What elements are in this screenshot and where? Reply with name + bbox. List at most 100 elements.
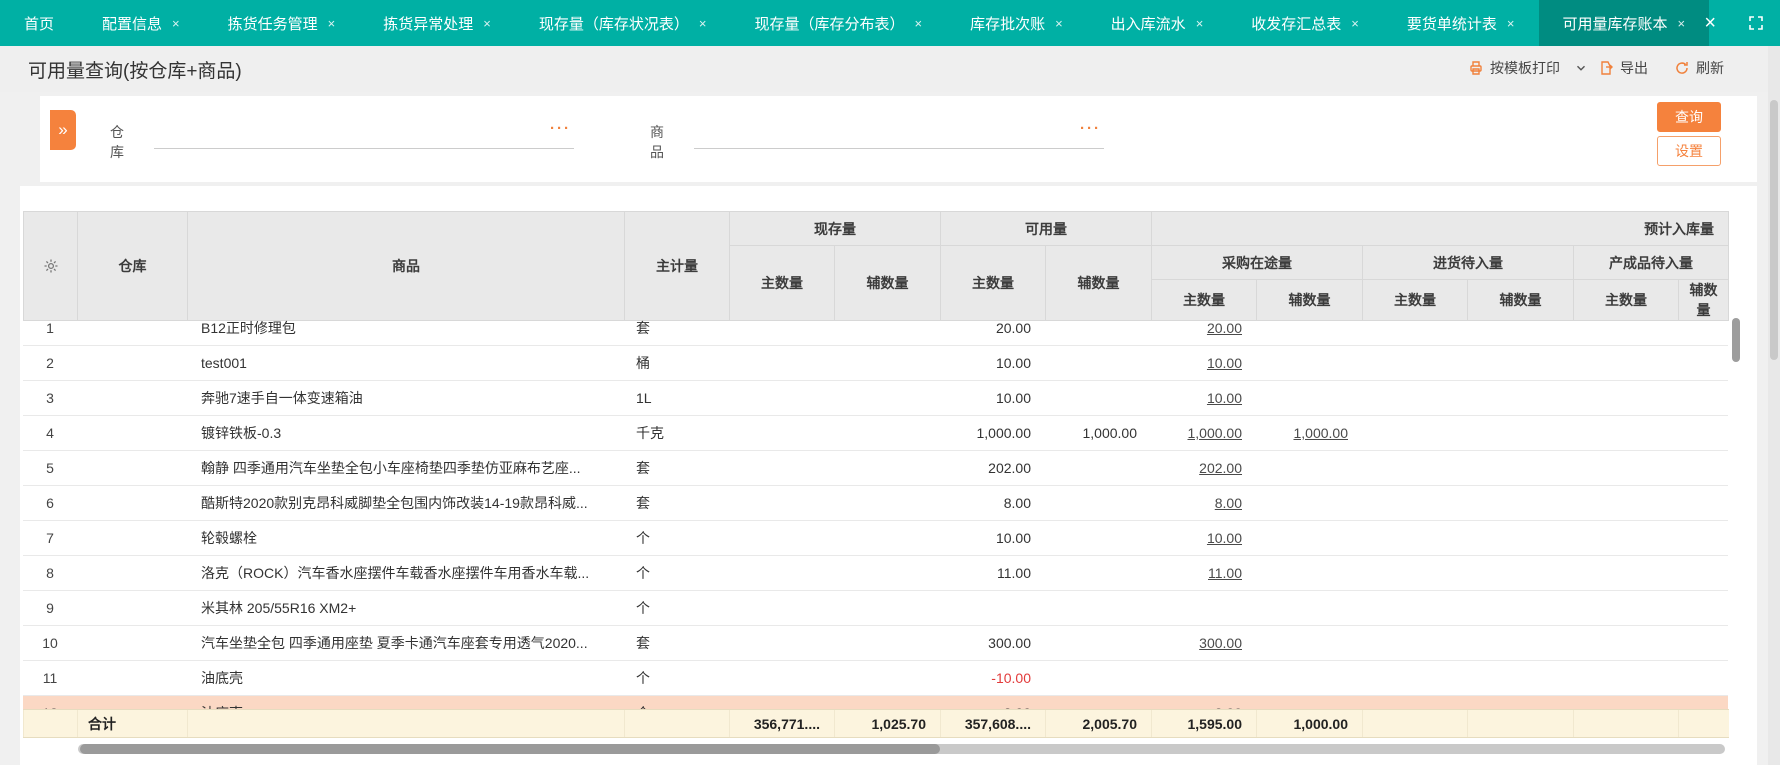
cell-num: 12	[23, 695, 77, 709]
tab-config[interactable]: 配置信息 ×	[78, 0, 204, 46]
cell-po_aux[interactable]: 1,000.00	[1256, 415, 1362, 451]
cell-po_main[interactable]: 11.00	[1151, 555, 1256, 591]
gear-icon[interactable]	[43, 258, 59, 274]
cell-po_aux	[1256, 311, 1362, 346]
cell-inbound_aux	[1467, 311, 1573, 346]
vertical-scrollbar-thumb[interactable]	[1732, 318, 1740, 362]
col-header-available-aux: 辅数量	[1045, 245, 1152, 321]
close-window-icon[interactable]: ×	[1704, 12, 1716, 34]
tab-pick-exception[interactable]: 拣货异常处理 ×	[359, 0, 515, 46]
tab-label: 现存量（库存状况表）	[538, 15, 689, 33]
tab-close-icon[interactable]: ×	[172, 15, 180, 31]
refresh-button[interactable]: 刷新	[1674, 58, 1724, 78]
cell-po_main[interactable]: 3.00	[1151, 695, 1256, 709]
print-by-template-button[interactable]: 按模板打印	[1468, 58, 1560, 78]
product-input[interactable]	[694, 114, 1104, 149]
tab-label: 要货单统计表	[1406, 15, 1497, 33]
table-row[interactable]: 6 酷斯特2020款别克昂科威脚垫全包围内饰改装14-19款昂科威... 套 8.00…	[23, 485, 1728, 521]
column-settings-cell	[23, 211, 78, 321]
cell-po_main[interactable]: 10.00	[1151, 345, 1256, 381]
tab-close-icon[interactable]: ×	[1677, 15, 1686, 31]
tab-close-icon[interactable]: ×	[698, 15, 707, 31]
cell-po_aux	[1256, 625, 1362, 661]
tab-inout-flow[interactable]: 出入库流水 ×	[1087, 0, 1228, 46]
cell-po_aux	[1256, 555, 1362, 591]
cell-po_main[interactable]: 202.00	[1151, 450, 1256, 486]
settings-button[interactable]: 设置	[1657, 136, 1721, 166]
horizontal-scrollbar-track[interactable]	[78, 744, 1725, 754]
table-row[interactable]: 8 洛克（ROCK）汽车香水座摆件车载香水座摆件车用香水车载... 个 11.00 11…	[23, 555, 1728, 591]
table-row[interactable]: 2 test001 桶 10.00 10.00	[23, 345, 1728, 381]
cell-po_main	[1151, 660, 1256, 696]
cell-product: test001	[187, 345, 624, 381]
group-header-finished-pending: 产成品待入量	[1572, 245, 1730, 280]
warehouse-input[interactable]	[154, 114, 574, 149]
cell-finished_aux	[1678, 660, 1728, 696]
cell-avail_main: 300.00	[940, 625, 1045, 661]
cell-po_main[interactable]: 10.00	[1151, 380, 1256, 416]
cell-po_aux	[1256, 380, 1362, 416]
tab-close-icon[interactable]: ×	[483, 15, 491, 31]
cell-inbound_aux	[1467, 625, 1573, 661]
cell-unit: 桶	[624, 345, 729, 381]
product-picker-icon[interactable]: ···	[1080, 120, 1101, 137]
tab-available-ledger[interactable]: 可用量库存账本 ×	[1538, 0, 1710, 46]
cell-inbound_main	[1362, 520, 1467, 556]
cell-avail_aux	[1045, 380, 1151, 416]
warehouse-picker-icon[interactable]: ···	[550, 120, 571, 137]
cell-avail_aux	[1045, 660, 1151, 696]
tab-summary[interactable]: 收发存汇总表 ×	[1227, 0, 1383, 46]
table-row[interactable]: 3 奔驰7速手自一体变速箱油 1L 10.00 10.00	[23, 380, 1728, 416]
panel-expander-button[interactable]: »	[50, 110, 76, 150]
cell-po_main[interactable]: 1,000.00	[1151, 415, 1256, 451]
tab-close-icon[interactable]: ×	[327, 15, 336, 31]
cell-po_main[interactable]: 10.00	[1151, 520, 1256, 556]
cell-po_main[interactable]: 20.00	[1151, 311, 1256, 346]
cell-po_main[interactable]: 8.00	[1151, 485, 1256, 521]
chevron-down-icon[interactable]	[1574, 61, 1588, 75]
tab-close-icon[interactable]: ×	[1351, 15, 1359, 31]
horizontal-scrollbar-thumb[interactable]	[80, 744, 940, 754]
cell-inbound_main	[1362, 345, 1467, 381]
cell-inbound_aux	[1467, 345, 1573, 381]
cell-inbound_main	[1362, 660, 1467, 696]
tab-close-icon[interactable]: ×	[1506, 15, 1515, 31]
tab-close-icon[interactable]: ×	[914, 15, 923, 31]
tab-request-stats[interactable]: 要货单统计表 ×	[1383, 0, 1539, 46]
table-row[interactable]: 4 镀锌铁板-0.3 千克 1,000.00 1,000.00 1,000.00 1,000…	[23, 415, 1728, 451]
table-row[interactable]: 10 汽车坐垫全包 四季通用座垫 夏季卡通汽车座套专用透气2020... 套 300.…	[23, 625, 1728, 661]
tab-stock-status[interactable]: 现存量（库存状况表） ×	[515, 0, 731, 46]
tab-close-icon[interactable]: ×	[1055, 15, 1063, 31]
page-scrollbar-thumb[interactable]	[1770, 100, 1778, 360]
cell-stock_aux	[834, 520, 940, 556]
cell-stock_aux	[834, 590, 940, 626]
cell-stock_aux	[834, 415, 940, 451]
table-row[interactable]: 5 翰静 四季通用汽车坐垫全包小车座椅垫四季垫仿亚麻布艺座... 套 202.00 20…	[23, 450, 1728, 486]
cell-avail_main: 8.00	[940, 485, 1045, 521]
tab-label: 收发存汇总表	[1251, 15, 1342, 33]
page-scrollbar-track[interactable]	[1768, 46, 1780, 765]
tab-home[interactable]: 首页	[0, 0, 78, 46]
tab-close-icon[interactable]: ×	[1195, 15, 1204, 31]
table-row[interactable]: 7 轮毂螺栓个 10.00 10.00	[23, 520, 1728, 556]
cell-stock_main	[729, 660, 834, 696]
cell-num: 7	[23, 520, 77, 556]
cell-product: 翰静 四季通用汽车坐垫全包小车座椅垫四季垫仿亚麻布艺座...	[187, 450, 624, 486]
cell-po_aux	[1256, 590, 1362, 626]
tab-batch-ledger[interactable]: 库存批次账 ×	[946, 0, 1087, 46]
table-row[interactable]: 1 B12正时修理包套 20.00 20.00	[23, 311, 1728, 346]
fullscreen-icon[interactable]	[1742, 11, 1770, 35]
tab-pick-task[interactable]: 拣货任务管理 ×	[204, 0, 360, 46]
cell-finished_main	[1573, 345, 1678, 381]
total-num	[23, 709, 78, 738]
cell-po_main[interactable]: 300.00	[1151, 625, 1256, 661]
export-button[interactable]: 导出	[1598, 58, 1648, 78]
cell-avail_aux	[1045, 311, 1151, 346]
cell-warehouse	[77, 415, 187, 451]
cell-avail_aux	[1045, 695, 1151, 709]
search-button[interactable]: 查询	[1657, 102, 1721, 132]
table-row[interactable]: 9 米其林 205/55R16 XM2+ 个	[23, 590, 1728, 626]
table-row[interactable]: 11 油底壳个 -10.00	[23, 660, 1728, 696]
tab-stock-distribution[interactable]: 现存量（库存分布表） ×	[730, 0, 946, 46]
